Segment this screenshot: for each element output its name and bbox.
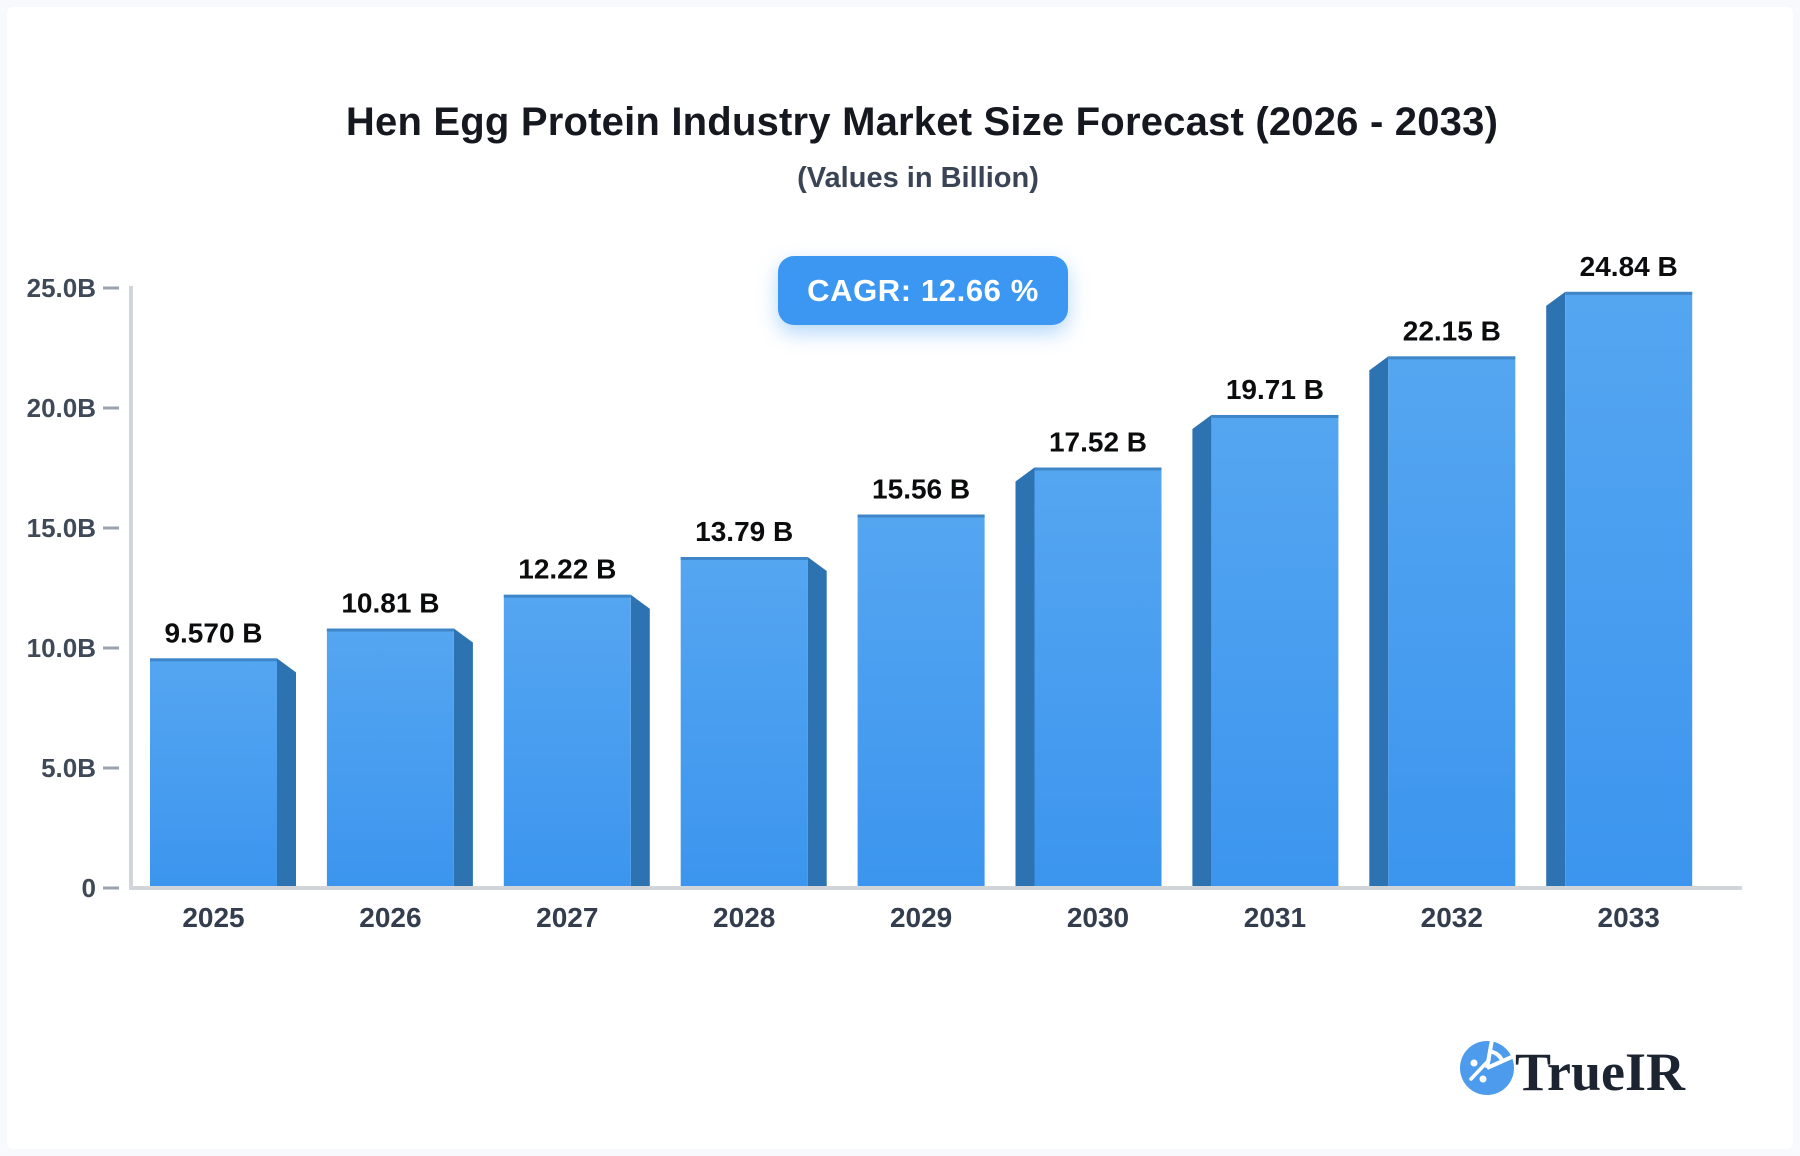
bar-value-label: 22.15 B — [1403, 315, 1501, 346]
brand-name: TrueIR — [1515, 1042, 1686, 1102]
bar-group: 10.81 B — [326, 588, 473, 888]
bar — [1211, 414, 1339, 888]
bar — [503, 594, 631, 888]
chart-title: Hen Egg Protein Industry Market Size For… — [345, 100, 1499, 144]
cagr-badge-label: CAGR: 12.66 % — [807, 272, 1039, 308]
bar-group: 12.22 B — [503, 554, 650, 888]
x-axis-label: 2030 — [1067, 902, 1129, 933]
chart-subtitle: (Values in Billion) — [797, 162, 1039, 194]
bar-group: 22.15 B — [1369, 315, 1516, 888]
y-axis-tick-label: 5.0B — [41, 753, 96, 783]
x-axis-label: 2028 — [713, 902, 775, 933]
bar — [1034, 467, 1162, 888]
x-axis-label: 2026 — [359, 902, 421, 933]
bar-side — [453, 628, 473, 888]
pie-chart-icon — [1460, 1041, 1514, 1095]
bar-value-label: 17.52 B — [1049, 427, 1147, 458]
bar-value-label: 10.81 B — [341, 588, 439, 619]
y-axis-tick-label: 20.0B — [27, 393, 96, 423]
bar-group: 24.84 B — [1546, 251, 1693, 889]
bar-side — [630, 594, 650, 888]
cagr-badge: CAGR: 12.66 % — [778, 256, 1068, 325]
bar — [150, 658, 277, 888]
bar — [1565, 291, 1693, 889]
bar — [680, 557, 808, 888]
x-axis-label: 2025 — [182, 902, 244, 933]
bar-side — [1546, 291, 1566, 889]
bar-value-label: 13.79 B — [695, 516, 793, 547]
brand-logo: TrueIR — [1460, 1041, 1686, 1102]
x-axis-label: 2033 — [1598, 902, 1660, 933]
bar-value-label: 19.71 B — [1226, 374, 1324, 405]
bar-group: 15.56 B — [857, 474, 985, 888]
bar — [326, 628, 454, 888]
y-axis-tick-label: 15.0B — [27, 513, 96, 543]
y-axis-tick-label: 0 — [82, 873, 96, 903]
bar-value-label: 9.570 B — [164, 617, 262, 648]
bar-value-label: 12.22 B — [518, 554, 616, 585]
bar-side — [277, 658, 296, 888]
y-axis-tick-label: 10.0B — [27, 633, 96, 663]
bar-side — [1369, 356, 1389, 888]
bar-side — [1015, 467, 1035, 888]
x-axis-label: 2031 — [1244, 902, 1306, 933]
bar-group: 9.570 B — [150, 617, 296, 888]
x-axis-label: 2029 — [890, 902, 952, 933]
bar-side — [1192, 414, 1212, 888]
bar-value-label: 24.84 B — [1580, 251, 1678, 282]
bar — [1388, 356, 1516, 888]
x-axis-label: 2027 — [536, 902, 598, 933]
bar-value-label: 15.56 B — [872, 474, 970, 505]
bar-group: 17.52 B — [1015, 427, 1162, 888]
x-axis-label: 2032 — [1421, 902, 1483, 933]
bar-side — [807, 557, 827, 888]
bar-group: 19.71 B — [1192, 374, 1339, 888]
y-axis-tick-label: 25.0B — [27, 273, 96, 303]
bar — [857, 514, 985, 888]
bar-group: 13.79 B — [680, 516, 827, 888]
